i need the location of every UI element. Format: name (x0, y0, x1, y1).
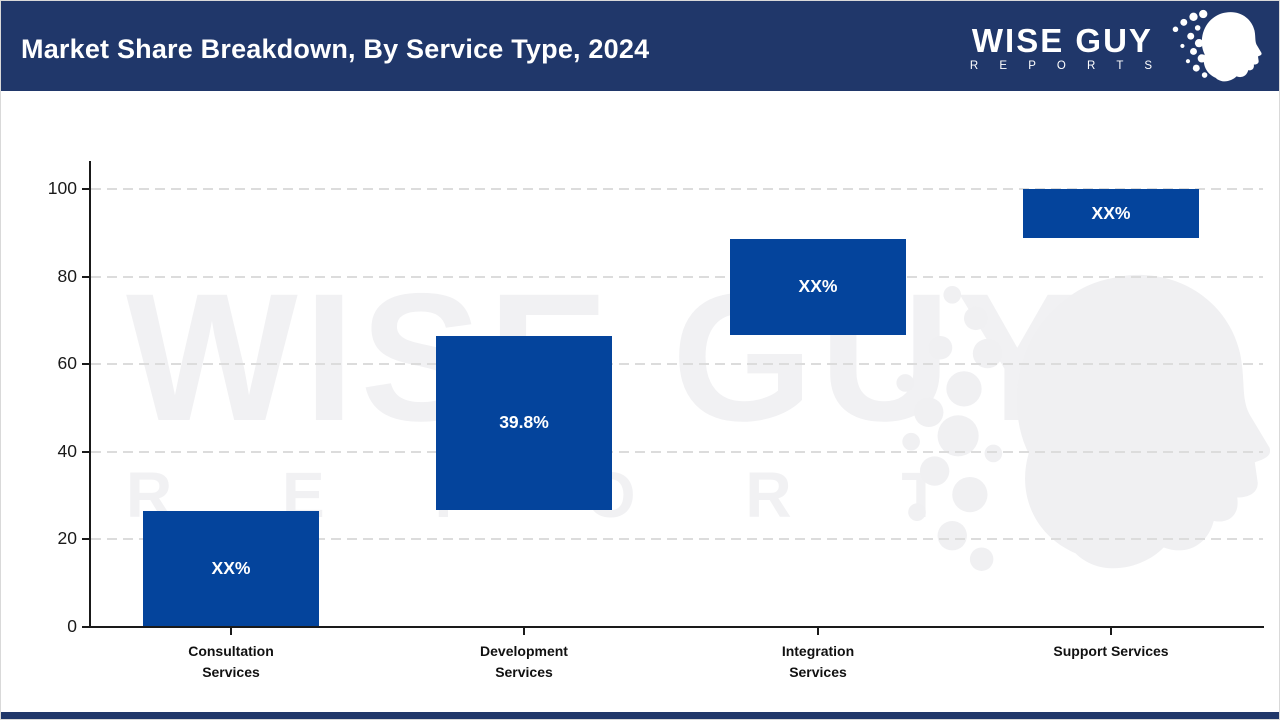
y-axis-tick (82, 450, 89, 453)
x-axis-tick (230, 628, 232, 635)
logo-text: WISE GUY R E P O R T S (964, 21, 1161, 73)
category-label: Development Services (480, 643, 568, 680)
gridline (91, 188, 1263, 190)
header-bar: Market Share Breakdown, By Service Type,… (1, 1, 1279, 91)
y-axis-tick-label: 20 (57, 528, 77, 549)
category-label: Support Services (1053, 643, 1169, 659)
x-axis-tick (523, 628, 525, 635)
gridline (91, 363, 1263, 366)
y-axis-tick-label: 60 (57, 353, 77, 374)
y-axis-tick (82, 363, 89, 366)
y-axis-tick (82, 626, 89, 628)
watermark-face-icon (896, 274, 1271, 571)
x-axis-tick (817, 628, 819, 635)
y-axis-tick (82, 188, 89, 190)
y-axis-tick-label: 0 (67, 616, 77, 636)
bar-value-label: 39.8% (499, 412, 549, 433)
y-axis-tick-label: 100 (47, 178, 77, 198)
y-axis-tick (82, 538, 89, 541)
category-label: Consultation Services (188, 643, 274, 680)
bar-value-label: XX% (798, 276, 838, 297)
logo-sub: R E P O R T S (969, 60, 1161, 73)
waterfall-bar: XX% (1023, 189, 1199, 239)
bar-value-label: XX% (1091, 203, 1131, 224)
footer-bar (1, 712, 1279, 719)
y-axis-tick-label: 80 (57, 265, 77, 286)
gridline (91, 275, 1263, 278)
waterfall-bar: XX% (730, 238, 906, 335)
waterfall-bar: 39.8% (436, 335, 612, 511)
logo-face-icon (1172, 9, 1262, 82)
wise-guy-logo: WISE GUY R E P O R T S (964, 5, 1267, 87)
gridline (91, 538, 1263, 541)
x-axis-tick (1110, 628, 1112, 635)
x-axis-line (89, 626, 1264, 628)
y-axis-tick (82, 275, 89, 278)
logo-name: WISE GUY (971, 21, 1153, 59)
page-title: Market Share Breakdown, By Service Type,… (21, 33, 650, 64)
waterfall-bar: XX% (143, 510, 319, 627)
y-axis-tick-label: 40 (57, 440, 77, 461)
bar-value-label: XX% (211, 558, 251, 579)
y-axis-line (89, 161, 91, 628)
gridline (91, 450, 1263, 453)
category-label: Integration Services (781, 643, 855, 680)
